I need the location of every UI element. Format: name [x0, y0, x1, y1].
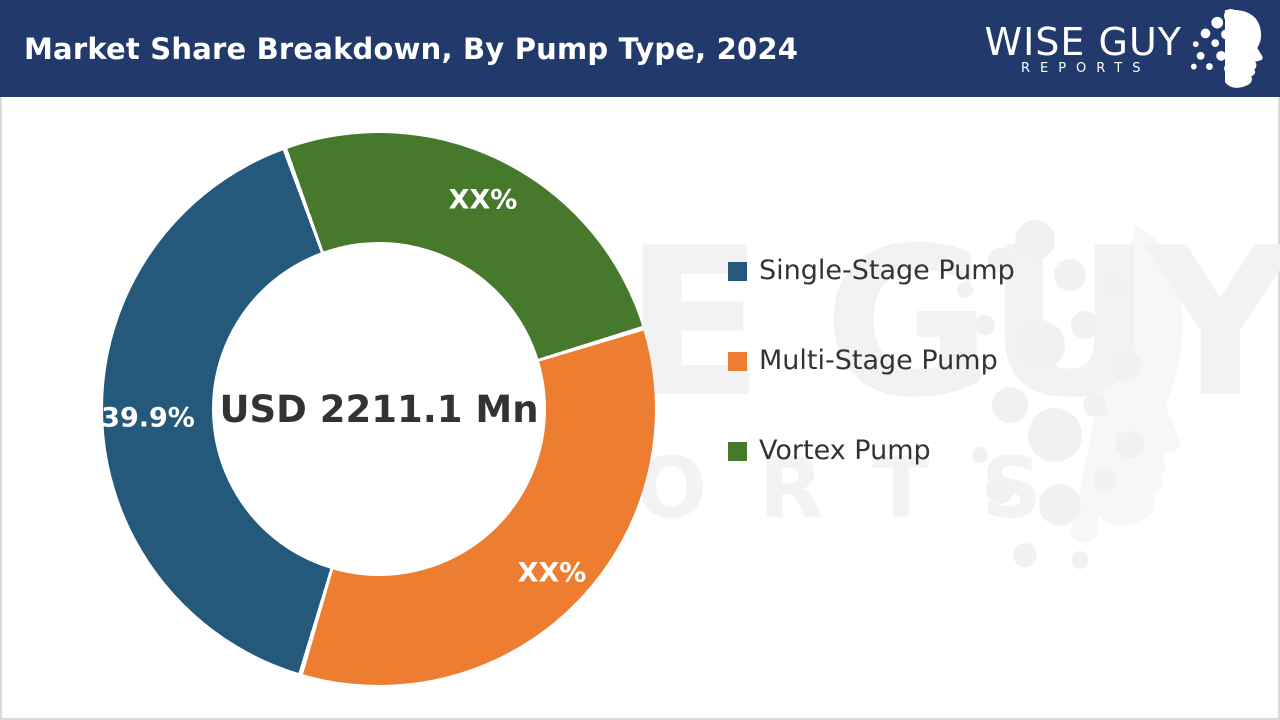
chart-legend: Single-Stage Pump Multi-Stage Pump Vorte… — [728, 256, 1015, 466]
brand-subtitle: REPORTS — [1020, 61, 1151, 77]
legend-item-single-stage: Single-Stage Pump — [728, 256, 1015, 286]
slice-label-single-stage: 39.9% — [101, 402, 195, 434]
legend-swatch-vortex — [728, 441, 747, 461]
slice-label-vortex: XX% — [448, 184, 518, 216]
brand-logo: WISE GUY REPORTS — [985, 6, 1264, 92]
legend-label: Vortex Pump — [759, 435, 931, 466]
slice-label-multi-stage: XX% — [517, 557, 587, 589]
brand-logo-text: WISE GUY REPORTS — [984, 19, 1182, 77]
legend-item-multi-stage: Multi-Stage Pump — [728, 346, 1015, 376]
brand-name: WISE GUY — [984, 19, 1182, 64]
legend-swatch-single-stage — [728, 261, 747, 281]
legend-label: Single-Stage Pump — [759, 255, 1015, 286]
legend-item-vortex: Vortex Pump — [728, 436, 1015, 466]
page-title: Market Share Breakdown, By Pump Type, 20… — [24, 31, 799, 66]
legend-label: Multi-Stage Pump — [759, 345, 998, 376]
donut-hole — [212, 242, 546, 576]
chart-center-value: USD 2211.1 Mn — [219, 388, 539, 431]
legend-swatch-multi-stage — [728, 351, 747, 371]
brand-face-icon — [1190, 9, 1263, 88]
header-bar: Market Share Breakdown, By Pump Type, 20… — [0, 0, 1280, 97]
